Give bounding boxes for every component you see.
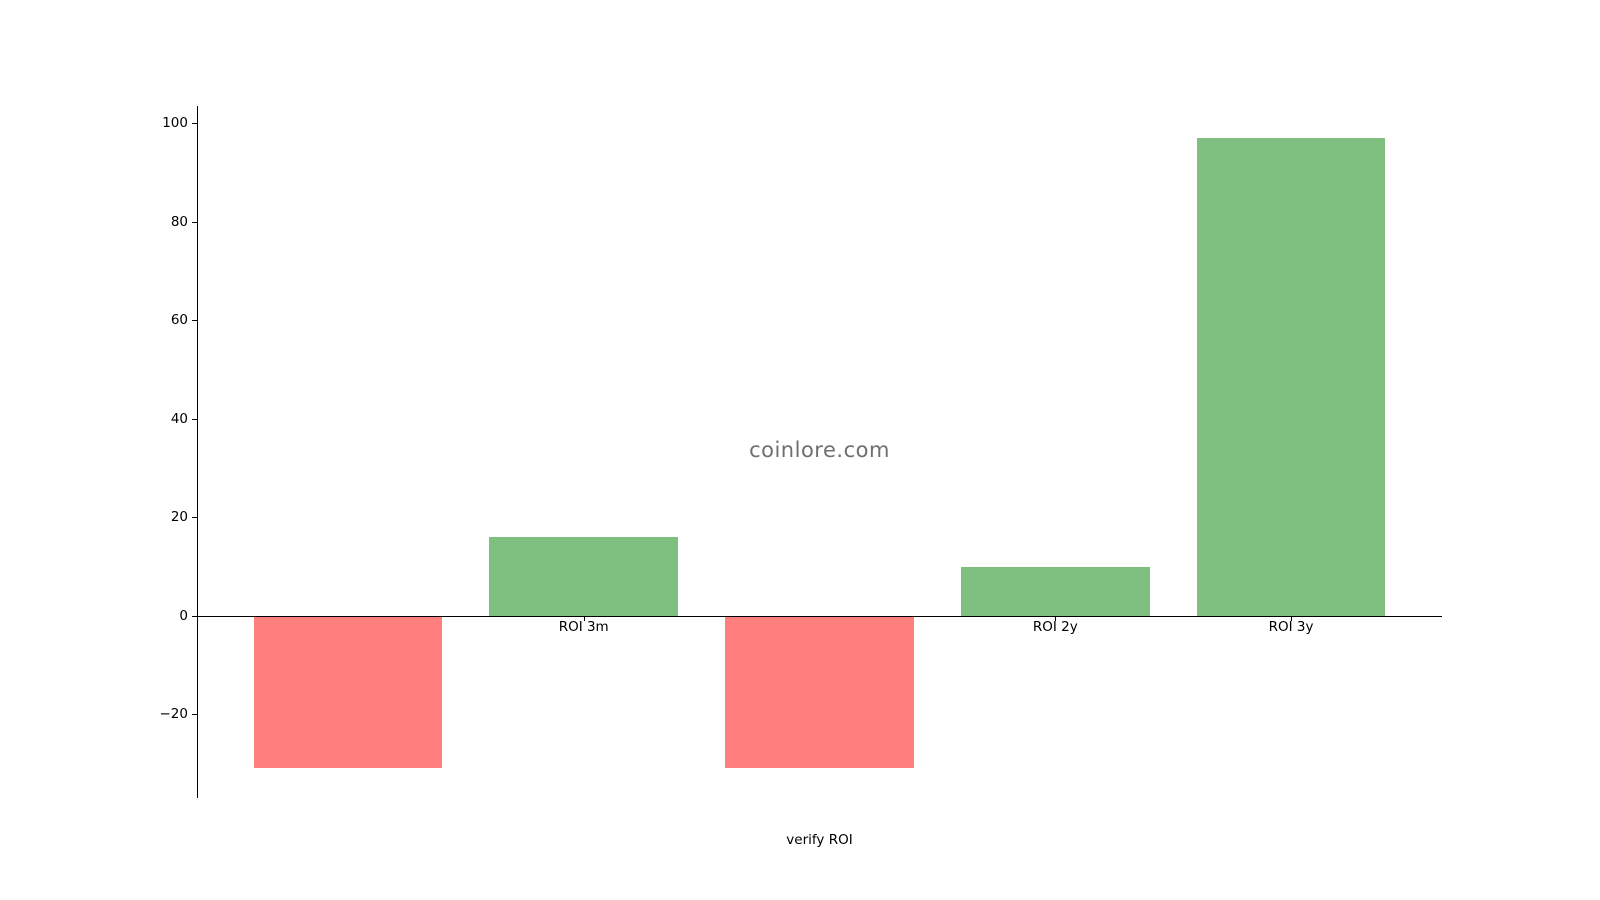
- bar: [960, 566, 1150, 616]
- y-tick-mark: [192, 517, 197, 519]
- x-axis-zero-line: [197, 616, 1442, 617]
- y-tick-label: 40: [170, 410, 188, 427]
- y-tick-mark: [192, 320, 197, 322]
- x-tick-label: ROI 3m: [558, 618, 609, 635]
- y-tick-label: 0: [179, 607, 188, 624]
- y-tick-label: 20: [170, 509, 188, 526]
- bar: [725, 615, 914, 769]
- x-tick-mark: [1291, 616, 1293, 621]
- y-tick-mark: [192, 418, 197, 420]
- y-tick-label: 60: [170, 312, 188, 329]
- bar: [1196, 138, 1386, 616]
- y-tick-mark: [192, 714, 197, 716]
- y-tick-mark: [192, 123, 197, 125]
- x-tick-label: ROI 2y: [1032, 618, 1078, 635]
- y-tick-mark: [192, 615, 197, 617]
- y-tick-label: 100: [162, 115, 188, 132]
- x-tick-label: ROI 3y: [1268, 618, 1314, 635]
- bar: [489, 536, 678, 616]
- x-axis-title: verify ROI: [786, 832, 853, 848]
- watermark-text: coinlore.com: [749, 438, 890, 462]
- x-tick-mark: [1055, 616, 1057, 621]
- bar: [253, 615, 443, 769]
- y-tick-label: 80: [170, 213, 188, 230]
- y-axis-line: [197, 106, 198, 798]
- y-tick-mark: [192, 221, 197, 223]
- x-tick-mark: [583, 616, 585, 621]
- y-tick-label: −20: [159, 706, 189, 723]
